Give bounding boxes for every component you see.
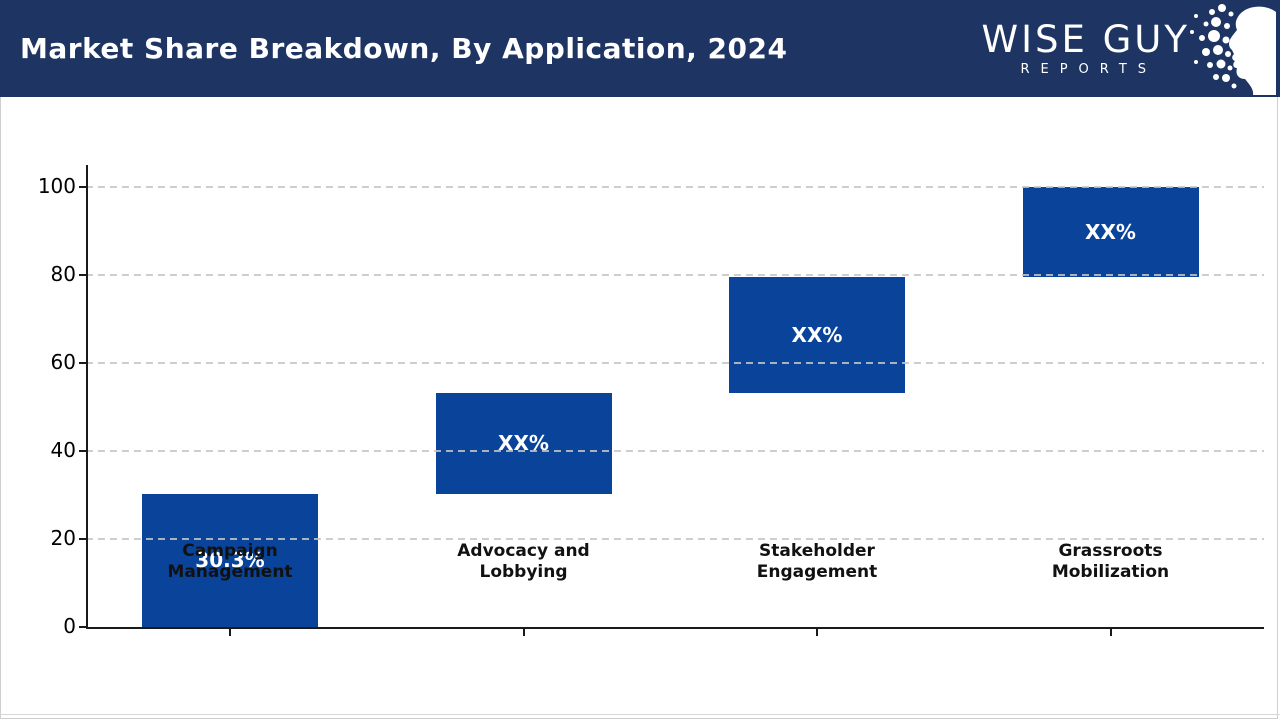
y-axis-tick-mark: [79, 538, 86, 540]
category-label-line: Mobilization: [1051, 562, 1170, 582]
category-label-line: Grassroots: [1058, 541, 1163, 561]
bar-2: XX%: [729, 277, 905, 393]
category-label-line: Engagement: [756, 562, 878, 582]
logo-head-icon: [1190, 4, 1276, 95]
gridline-20: [86, 538, 1264, 540]
x-axis-category-label: Stakeholder Engagement: [670, 541, 964, 583]
y-axis-tick-mark: [79, 362, 86, 364]
x-axis-category-label: Campaign Management: [83, 541, 377, 583]
category-label-line: Stakeholder: [759, 541, 875, 561]
gridline-100: [86, 186, 1264, 188]
x-axis-line: [86, 627, 1264, 629]
bottom-divider: [0, 714, 1280, 715]
wise-guy-reports-logo: WISE GUY REPORTS: [982, 0, 1276, 97]
category-label-line: Campaign: [182, 541, 278, 561]
bar-3: XX%: [1022, 187, 1199, 278]
y-axis-tick-mark: [79, 626, 86, 628]
y-axis-tick-label: 20: [50, 526, 76, 550]
y-axis-tick-mark: [79, 186, 86, 188]
y-axis-tick-mark: [79, 450, 86, 452]
y-axis-tick-label: 100: [37, 174, 76, 198]
x-axis-tick-mark: [229, 629, 231, 636]
bar-1: XX%: [435, 392, 612, 494]
x-axis-category-label: Grassroots Mobilization: [964, 541, 1258, 583]
x-axis-category-label: Advocacy and Lobbying: [377, 541, 671, 583]
logo-wordmark: WISE GUY: [981, 18, 1190, 61]
category-label-line: Advocacy and: [457, 541, 590, 561]
y-axis-tick-label: 40: [50, 438, 76, 462]
y-axis-tick-label: 0: [63, 614, 76, 638]
y-axis-line: [86, 165, 88, 629]
category-label-line: Lobbying: [479, 562, 568, 582]
bar-value-label: 30.3%: [195, 548, 265, 573]
x-axis-tick-mark: [816, 629, 818, 636]
gridline-80: [86, 274, 1264, 276]
bar-value-label: XX%: [791, 323, 843, 348]
y-axis-tick-label: 80: [50, 262, 76, 286]
bar-value-label: XX%: [1085, 220, 1136, 245]
bar-0: 30.3%: [142, 493, 318, 627]
y-axis-tick-label: 60: [50, 350, 76, 374]
logo-text: WISE GUY REPORTS: [981, 18, 1190, 78]
gridline-40: [86, 450, 1264, 452]
x-axis-tick-mark: [1109, 629, 1112, 636]
y-axis-tick-mark: [79, 274, 86, 276]
gridline-60: [86, 362, 1264, 364]
category-label-line: Management: [167, 562, 293, 582]
x-axis-tick-mark: [522, 629, 525, 636]
logo-subtitle: REPORTS: [1020, 62, 1158, 77]
page-title: Market Share Breakdown, By Application, …: [20, 32, 788, 65]
header-bar: Market Share Breakdown, By Application, …: [0, 0, 1280, 97]
